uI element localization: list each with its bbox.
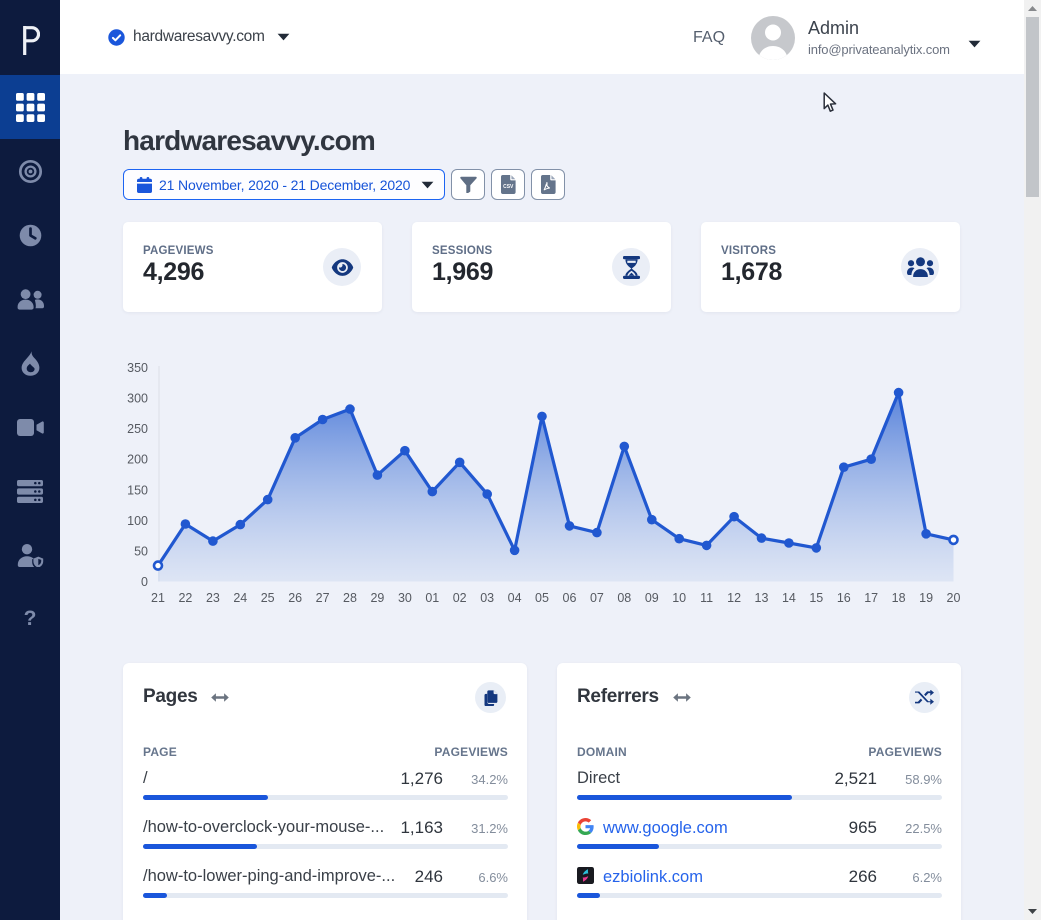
svg-text:01: 01 [425,591,439,605]
svg-text:18: 18 [892,591,906,605]
svg-text:11: 11 [700,591,713,605]
svg-text:250: 250 [127,422,148,436]
svg-text:26: 26 [288,591,302,605]
svg-text:16: 16 [837,591,851,605]
svg-text:09: 09 [645,591,659,605]
svg-text:28: 28 [343,591,357,605]
svg-text:17: 17 [864,591,878,605]
svg-text:100: 100 [127,514,148,528]
svg-text:200: 200 [127,453,148,467]
svg-text:22: 22 [178,591,192,605]
svg-text:24: 24 [233,591,247,605]
svg-text:13: 13 [755,591,769,605]
svg-text:15: 15 [809,591,823,605]
svg-text:12: 12 [727,591,741,605]
svg-text:25: 25 [261,591,275,605]
svg-text:50: 50 [134,544,148,558]
svg-text:02: 02 [453,591,467,605]
svg-text:300: 300 [127,392,148,406]
svg-text:27: 27 [316,591,330,605]
svg-text:03: 03 [480,591,494,605]
svg-text:10: 10 [672,591,686,605]
svg-text:23: 23 [206,591,220,605]
svg-text:07: 07 [590,591,604,605]
svg-text:05: 05 [535,591,549,605]
svg-text:19: 19 [919,591,933,605]
svg-text:04: 04 [508,591,522,605]
svg-text:14: 14 [782,591,796,605]
svg-text:CSV: CSV [503,184,514,190]
svg-text:0: 0 [141,575,148,589]
svg-text:29: 29 [370,591,384,605]
svg-text:30: 30 [398,591,412,605]
svg-text:08: 08 [617,591,631,605]
svg-text:21: 21 [151,591,165,605]
svg-text:20: 20 [947,591,961,605]
svg-text:06: 06 [563,591,577,605]
svg-text:350: 350 [127,361,148,375]
svg-text:150: 150 [127,483,148,497]
